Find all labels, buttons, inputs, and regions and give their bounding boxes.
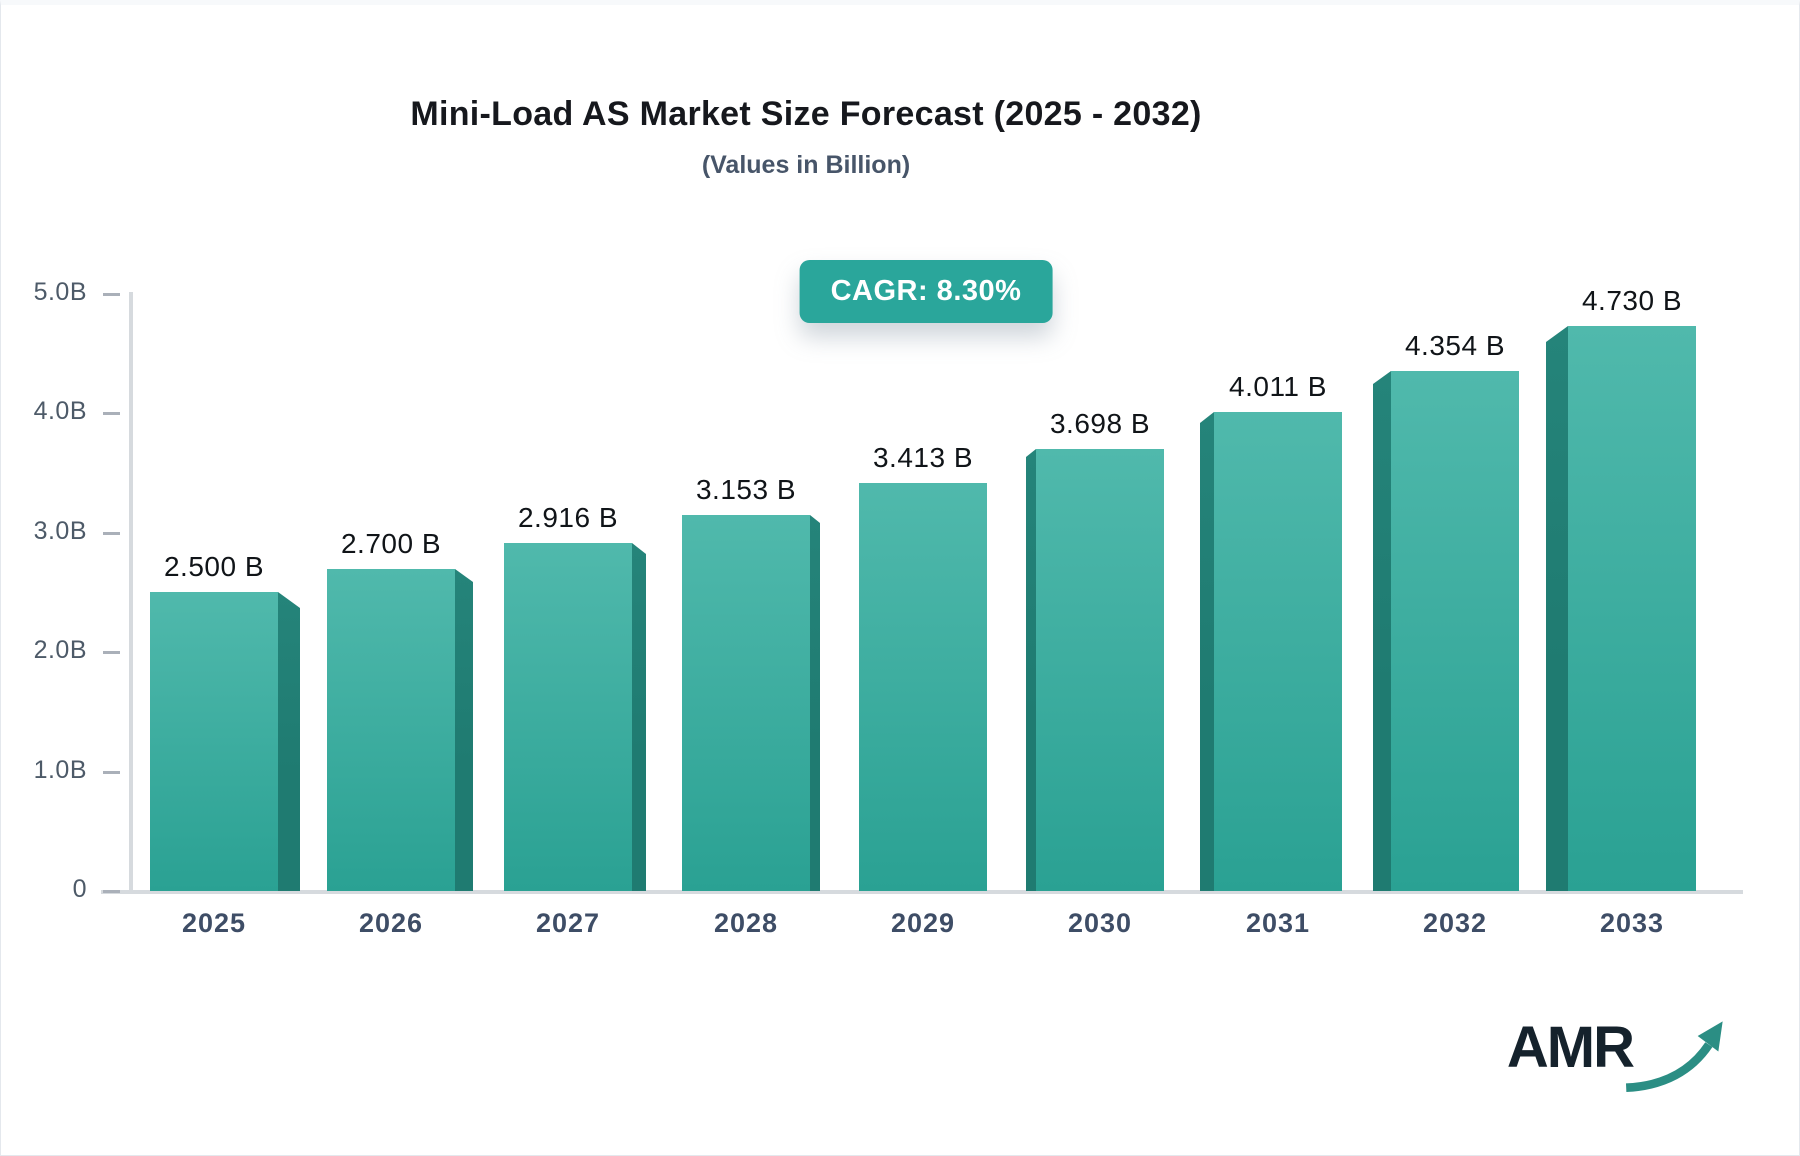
- bar-face: [504, 543, 632, 891]
- bar-face: [327, 569, 455, 891]
- bar-face: [1568, 326, 1696, 891]
- bar-face: [1391, 371, 1519, 891]
- bar-2031[interactable]: [1200, 412, 1342, 891]
- y-axis-tick-mark: [103, 770, 120, 774]
- bar-side-face: [455, 569, 473, 891]
- x-axis-label-2026: 2026: [358, 908, 424, 938]
- bar-value-label: 4.730 B: [1581, 285, 1683, 316]
- bar-side-face: [810, 515, 820, 891]
- bar-side-face: [1026, 449, 1036, 891]
- bar-2028[interactable]: [682, 515, 820, 891]
- y-axis-line: [129, 292, 133, 894]
- bar-2033[interactable]: [1546, 326, 1696, 891]
- growth-arrow-icon: [1625, 1021, 1723, 1093]
- y-axis-tick-mark: [103, 293, 120, 296]
- bar-face: [1214, 412, 1342, 891]
- bar-face: [859, 483, 987, 891]
- bar-value-label: 2.916 B: [517, 502, 619, 533]
- amr-logo: AMR: [1507, 1019, 1733, 1097]
- x-axis-line: [101, 890, 1743, 894]
- x-axis-label-2027: 2027: [535, 908, 601, 938]
- y-axis-tick-label: 1.0B: [33, 755, 87, 784]
- bar-value-label: 3.153 B: [695, 474, 797, 505]
- bar-side-face: [1200, 412, 1214, 891]
- x-axis-label-2029: 2029: [890, 908, 956, 938]
- x-axis-label-2028: 2028: [713, 908, 779, 938]
- x-axis-label-2030: 2030: [1067, 908, 1133, 938]
- bar-face: [1036, 449, 1164, 891]
- bar-chart: 5.0B 4.0B 3.0B 2.0B 1.0B 0 2.500 B 2025 2.700 B 2…: [1, 5, 1799, 1155]
- bar-2029[interactable]: [859, 483, 987, 891]
- bar-2030[interactable]: [1026, 449, 1164, 891]
- bar-side-face: [1546, 326, 1568, 891]
- bar-face: [150, 592, 278, 891]
- chart-subtitle: (Values in Billion): [701, 151, 911, 179]
- y-axis-tick-label: 4.0B: [33, 397, 87, 426]
- x-axis-label-2031: 2031: [1245, 908, 1311, 938]
- y-axis-tick-label: 0: [72, 875, 87, 903]
- bar-value-label: 4.011 B: [1229, 371, 1327, 402]
- bar-2032[interactable]: [1373, 371, 1519, 891]
- y-axis-tick-label: 3.0B: [33, 516, 87, 545]
- bar-value-label: 3.698 B: [1049, 408, 1151, 439]
- bar-2026[interactable]: [327, 569, 473, 891]
- cagr-badge: CAGR: 8.30%: [799, 260, 1053, 323]
- y-axis-tick-mark: [103, 531, 120, 535]
- chart-title: Mini-Load AS Market Size Forecast (2025 …: [410, 95, 1202, 133]
- x-axis-label-2025: 2025: [181, 908, 247, 938]
- y-axis-tick-mark: [103, 412, 120, 416]
- bar-2027[interactable]: [504, 543, 646, 891]
- bar-2025[interactable]: [150, 592, 300, 891]
- bar-value-label: 2.700 B: [340, 528, 442, 559]
- bar-value-label: 2.500 B: [163, 551, 265, 582]
- bar-face: [682, 515, 810, 891]
- y-axis-tick-label: 5.0B: [33, 278, 87, 306]
- y-axis-tick-mark: [103, 651, 120, 655]
- bar-side-face: [1373, 371, 1391, 891]
- y-axis-tick-label: 2.0B: [33, 636, 87, 665]
- x-axis-label-2032: 2032: [1422, 908, 1488, 938]
- bar-side-face: [278, 592, 300, 891]
- bar-side-face: [632, 543, 646, 891]
- y-axis-tick-mark: [103, 890, 120, 893]
- amr-logo-text: AMR: [1506, 1015, 1635, 1080]
- x-axis-label-2033: 2033: [1599, 908, 1665, 938]
- bar-value-label: 4.354 B: [1404, 330, 1506, 361]
- bar-value-label: 3.413 B: [872, 442, 974, 473]
